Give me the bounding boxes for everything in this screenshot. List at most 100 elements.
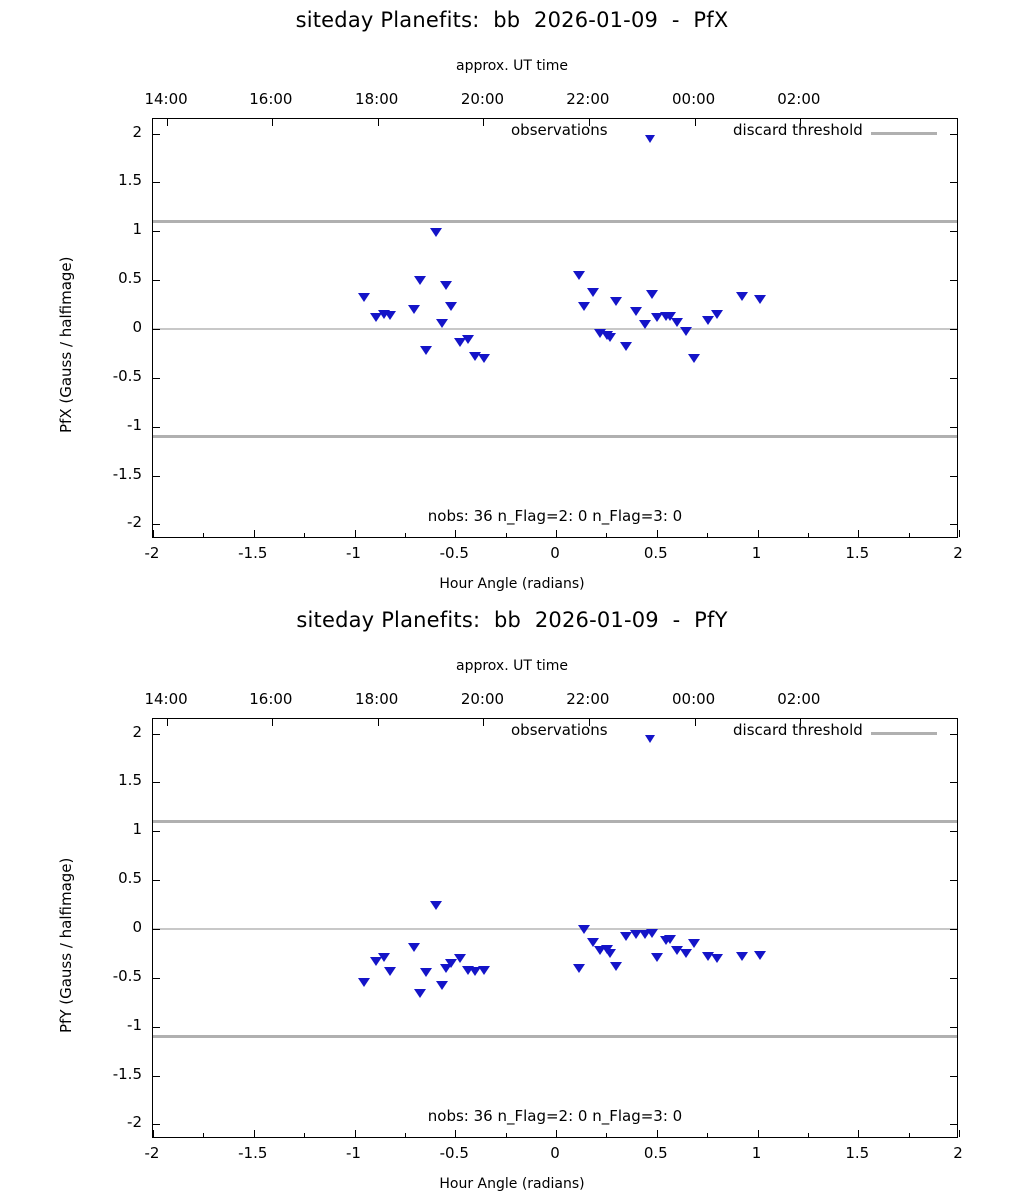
x-axis-tick-label: 1	[751, 1144, 762, 1162]
data-point-observation	[670, 317, 683, 327]
legend-label-observations-pfx: observations	[511, 121, 608, 139]
top-axis-tick-label: 20:00	[460, 90, 505, 108]
y-axis-tick-label: 0.5	[118, 269, 142, 288]
legend-line-discard-threshold-pfx	[871, 132, 937, 135]
data-point-observation	[469, 966, 482, 976]
top-axis-tick-label: 00:00	[672, 90, 716, 108]
y-axis-tick	[153, 475, 160, 477]
data-point-observation	[440, 281, 453, 291]
panel-title-pfy: siteday Planefits: bb 2026-01-09 - PfY	[296, 608, 728, 632]
x-axis-minor-tick	[203, 533, 205, 537]
x-axis-label-pfx: Hour Angle (radians)	[439, 576, 585, 592]
y-axis-tick-label: -2	[127, 1113, 142, 1132]
x-axis-label-pfy: Hour Angle (radians)	[439, 1176, 585, 1192]
data-point-observation	[377, 952, 390, 962]
panel-title-pfx: siteday Planefits: bb 2026-01-09 - PfX	[295, 8, 729, 32]
top-axis-tick	[377, 719, 379, 726]
data-point-observation	[454, 338, 467, 348]
y-axis-tick	[950, 280, 957, 282]
data-point-observation	[587, 287, 600, 297]
y-axis-tick-label: 1.5	[118, 771, 142, 790]
x-axis-tick-label: -2	[144, 544, 160, 562]
top-axis-tick-label: 20:00	[460, 690, 505, 708]
data-point-observation	[604, 332, 617, 342]
y-axis-tick-label: 0	[132, 918, 142, 936]
y-axis-tick	[950, 929, 957, 930]
top-axis-tick-label: 18:00	[355, 690, 399, 708]
top-axis-tick-label: 14:00	[144, 690, 188, 708]
x-axis-tick	[757, 530, 759, 537]
data-point-observation	[629, 930, 642, 940]
x-axis-minor-tick	[606, 533, 608, 537]
x-axis-tick	[757, 1130, 759, 1137]
data-point-observation	[702, 952, 715, 962]
x-axis-tick	[556, 530, 557, 537]
x-axis-tick	[253, 1130, 255, 1137]
x-axis-tick	[556, 1130, 557, 1137]
y-axis-tick-label: 2	[132, 722, 142, 741]
y-axis-label-pfx: PfX (Gauss / halfimage)	[57, 256, 75, 433]
data-point-observation	[753, 950, 766, 960]
y-axis-tick	[153, 733, 160, 735]
y-axis-tick	[153, 880, 160, 882]
y-axis-tick-label: -1	[127, 415, 142, 434]
top-axis-label-pfy: approx. UT time	[456, 658, 568, 674]
y-axis-tick	[950, 231, 957, 233]
data-point-observation	[753, 295, 766, 305]
x-axis-tick-label: 0	[550, 1144, 560, 1162]
y-axis-tick	[950, 329, 957, 330]
y-axis-tick-label: -0.5	[112, 366, 142, 385]
data-point-observation	[711, 309, 724, 319]
top-axis-tick	[167, 119, 169, 126]
legend-pfx: observations discard threshold	[153, 121, 957, 147]
x-axis-tick-label: 2	[953, 1144, 963, 1162]
y-axis-tick	[950, 733, 957, 735]
y-axis-tick-label: 1.5	[118, 171, 142, 190]
top-axis-tick-label: 18:00	[355, 90, 399, 108]
y-axis-tick	[950, 1026, 957, 1028]
data-point-observation	[601, 944, 614, 954]
data-point-observation	[645, 290, 658, 300]
discard-threshold-line	[153, 220, 957, 224]
data-point-observation	[619, 342, 632, 352]
top-axis-tick	[271, 119, 273, 126]
y-axis-tick	[153, 377, 160, 379]
y-axis-tick	[153, 231, 160, 233]
y-axis-tick	[950, 377, 957, 379]
x-axis-tick-label: 1.5	[845, 1144, 870, 1162]
x-axis-minor-tick	[203, 1133, 205, 1137]
data-point-observation	[377, 310, 390, 320]
data-point-observation	[604, 949, 617, 959]
top-axis-tick-label: 22:00	[566, 690, 610, 708]
data-point-observation	[383, 967, 396, 976]
y-axis-tick-label: -1.5	[112, 1064, 142, 1083]
data-point-observation	[619, 932, 632, 942]
data-point-observation	[413, 988, 426, 998]
x-axis-tick	[354, 530, 356, 537]
top-axis-tick	[271, 719, 273, 726]
y-axis-tick	[153, 929, 160, 930]
data-point-observation	[670, 946, 683, 955]
y-axis-tick	[950, 1075, 957, 1077]
y-axis-tick	[950, 426, 957, 428]
x-axis-tick	[858, 1130, 860, 1137]
data-point-observation	[736, 292, 749, 302]
data-point-observation	[610, 961, 623, 971]
data-point-observation	[638, 930, 651, 940]
top-axis-tick	[588, 719, 590, 726]
data-point-observation	[610, 296, 623, 306]
y-axis-tick	[153, 329, 160, 330]
x-axis-tick-label: 0.5	[643, 544, 668, 562]
x-axis-tick	[656, 530, 658, 537]
data-point-observation	[430, 901, 443, 911]
y-axis-tick	[950, 1124, 957, 1126]
x-axis-tick	[153, 530, 154, 537]
data-point-observation	[420, 346, 433, 355]
data-point-observation	[462, 966, 475, 976]
y-axis-tick	[950, 133, 957, 135]
data-point-observation	[454, 954, 467, 964]
data-point-observation	[420, 967, 433, 977]
y-axis-tick	[153, 831, 160, 833]
x-axis-tick-label: -0.5	[439, 1144, 469, 1162]
